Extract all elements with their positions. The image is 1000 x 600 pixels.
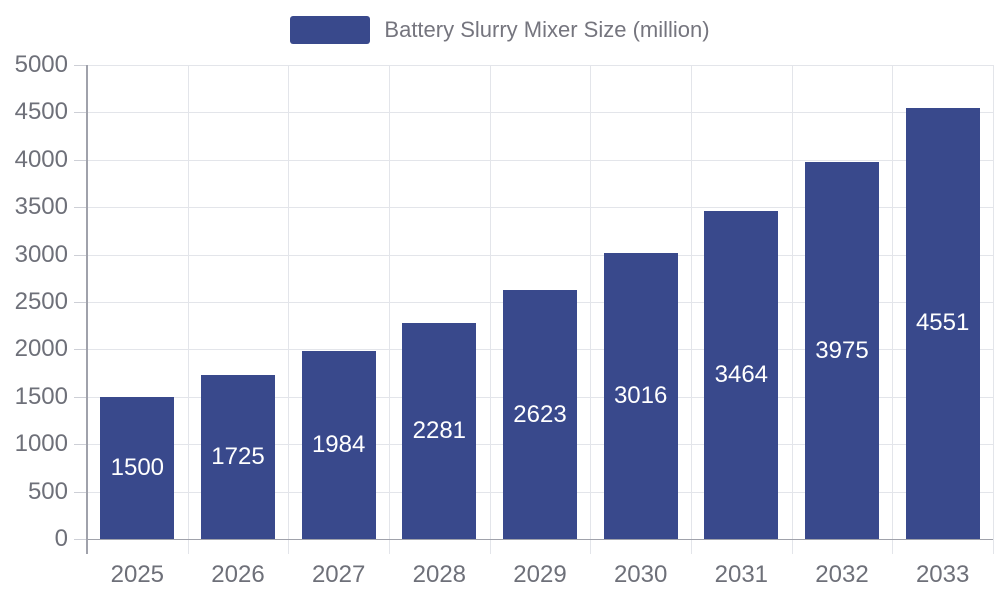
x-axis-label: 2026 — [211, 561, 265, 588]
y-axis-label: 3500 — [14, 193, 68, 221]
bar[interactable]: 1725 — [201, 375, 275, 539]
y-gridline — [87, 112, 993, 114]
bar[interactable]: 4551 — [905, 107, 980, 539]
bar-value-label: 4551 — [915, 309, 970, 337]
bar[interactable]: 1500 — [100, 396, 175, 539]
x-axis-label: 2029 — [513, 561, 567, 588]
y-axis-label: 1000 — [14, 430, 68, 458]
y-axis-label: 5000 — [14, 51, 68, 78]
y-axis-tick — [74, 491, 87, 493]
y-axis-tick — [74, 302, 87, 303]
bar[interactable]: 3975 — [805, 162, 879, 539]
y-axis-tick — [74, 159, 87, 161]
y-gridline — [87, 159, 993, 161]
y-axis-tick — [74, 539, 87, 540]
bar[interactable]: 2623 — [503, 290, 577, 539]
y-axis-label: 500 — [27, 477, 68, 505]
x-gridline — [389, 65, 390, 554]
x-gridline — [993, 65, 994, 554]
bar[interactable]: 3016 — [603, 253, 678, 539]
y-axis-tick — [74, 112, 87, 114]
y-axis-tick — [74, 65, 87, 66]
y-axis-tick — [74, 349, 87, 351]
legend-swatch — [290, 16, 371, 44]
legend-label: Battery Slurry Mixer Size (million) — [384, 17, 710, 42]
bar-value-label: 1725 — [211, 443, 265, 471]
y-axis-tick — [74, 444, 87, 446]
x-axis-label: 2025 — [110, 561, 165, 588]
x-axis-label: 2027 — [311, 561, 366, 588]
y-axis-label: 0 — [54, 525, 68, 552]
bar-value-label: 3464 — [714, 360, 769, 388]
x-axis-label: 2032 — [815, 561, 869, 588]
x-axis-label: 2028 — [412, 561, 467, 588]
x-axis-label: 2030 — [613, 561, 668, 588]
x-gridline — [187, 65, 189, 554]
y-gridline — [87, 254, 993, 256]
y-gridline — [87, 207, 993, 209]
bar-value-label: 3016 — [613, 382, 668, 410]
y-axis-label: 3000 — [14, 240, 68, 268]
y-axis-tick — [74, 207, 87, 209]
x-gridline — [791, 65, 793, 554]
y-axis-label: 2500 — [14, 288, 68, 315]
bar[interactable]: 1984 — [301, 350, 376, 539]
y-axis-label: 4500 — [14, 98, 68, 126]
bar-value-label: 2281 — [412, 416, 467, 444]
x-axis-label: 2033 — [915, 561, 970, 588]
x-gridline — [288, 65, 290, 554]
y-axis-line — [86, 65, 88, 554]
legend-item[interactable]: Battery Slurry Mixer Size (million) — [0, 16, 1000, 44]
bar-value-label: 3975 — [815, 336, 869, 364]
x-gridline — [892, 65, 894, 554]
y-axis-tick — [74, 396, 87, 398]
y-axis-tick — [74, 254, 87, 256]
x-gridline — [590, 65, 592, 554]
y-axis-label: 4000 — [14, 145, 68, 173]
bar[interactable]: 2281 — [402, 322, 477, 539]
bar[interactable]: 3464 — [704, 210, 779, 539]
bar-value-label: 1984 — [311, 430, 366, 458]
bar-value-label: 1500 — [110, 453, 165, 481]
x-axis-line — [87, 538, 993, 540]
y-axis-label: 1500 — [14, 382, 68, 410]
x-gridline — [691, 65, 692, 554]
bar-value-label: 2623 — [513, 400, 567, 428]
y-axis-label: 2000 — [14, 335, 68, 363]
y-gridline — [87, 65, 993, 66]
x-axis-label: 2031 — [714, 561, 769, 588]
x-gridline — [489, 65, 491, 554]
